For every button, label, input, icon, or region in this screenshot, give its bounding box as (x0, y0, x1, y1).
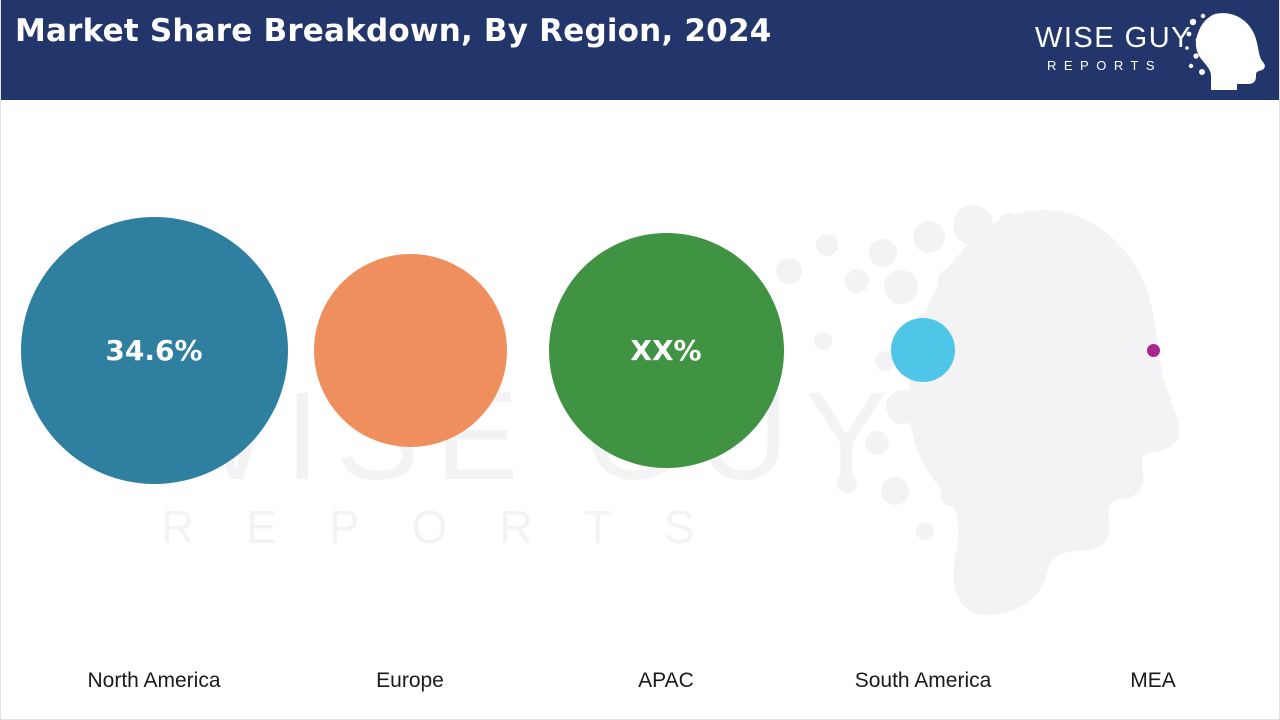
watermark-subword: REPORTS (161, 501, 747, 553)
bubble-value-label: XX% (630, 333, 702, 367)
bubble-north-america[interactable]: 34.6% (20, 216, 288, 484)
category-label-apac: APAC (638, 669, 694, 692)
bubble-value-label: 34.6% (105, 333, 203, 367)
brand-logo: WISE GUY REPORTS (1023, 8, 1273, 92)
logo-subword: REPORTS (1047, 58, 1163, 73)
category-label-europe: Europe (376, 669, 444, 692)
watermark-head-profile-icon (776, 205, 1180, 616)
header-bar: Market Share Breakdown, By Region, 2024 … (1, 0, 1279, 100)
bubble-europe[interactable] (313, 253, 507, 447)
bubble-south-america[interactable] (891, 318, 955, 382)
category-label-south-america: South America (854, 669, 992, 692)
category-label-north-america: North America (87, 669, 221, 692)
bubble-mea[interactable] (1146, 343, 1160, 357)
head-profile-dots-icon (1185, 13, 1265, 90)
page-title: Market Share Breakdown, By Region, 2024 (15, 13, 772, 49)
bubble-apac[interactable]: XX% (548, 232, 784, 468)
logo-wordmark: WISE GUY (1035, 22, 1193, 54)
category-label-mea: MEA (1130, 669, 1176, 692)
bubble-chart-plot-area: WISE GUY REPORTS (1, 100, 1279, 719)
